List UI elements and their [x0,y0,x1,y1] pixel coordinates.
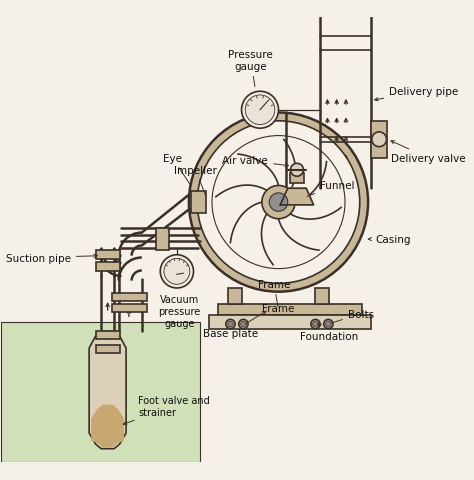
Bar [1,323,200,462]
Text: Frame: Frame [262,304,295,313]
Circle shape [189,113,368,292]
Bar [219,304,362,315]
Text: Delivery valve: Delivery valve [391,142,466,163]
Bar [209,315,371,329]
Circle shape [160,255,193,288]
Bar [315,288,329,304]
Text: Eye: Eye [163,153,191,187]
Text: Suction pipe: Suction pipe [6,253,97,263]
Bar [112,304,147,312]
Circle shape [313,322,318,327]
Circle shape [228,322,233,327]
Text: Pressure
gauge: Pressure gauge [228,50,273,87]
Bar [96,251,119,260]
Circle shape [239,320,248,329]
Circle shape [324,320,333,329]
Bar [96,263,119,272]
Circle shape [241,322,246,327]
Bar [191,192,206,214]
Text: Impeller: Impeller [174,165,217,195]
Bar [155,228,169,251]
Circle shape [311,320,320,329]
Text: Foundation: Foundation [300,324,358,341]
Polygon shape [89,332,126,449]
Circle shape [164,259,190,285]
Text: Base plate: Base plate [203,312,266,338]
Circle shape [372,132,387,147]
Circle shape [326,322,331,327]
Circle shape [245,96,275,125]
Text: Foot valve and
strainer: Foot valve and strainer [123,395,210,425]
Bar [228,288,242,304]
Text: Delivery pipe: Delivery pipe [374,87,458,102]
Polygon shape [280,189,314,205]
Polygon shape [92,406,123,447]
Text: Funnel: Funnel [307,181,355,197]
Bar [371,121,387,158]
Text: Vacuum
pressure
gauge: Vacuum pressure gauge [158,295,201,328]
Circle shape [197,121,360,284]
Bar [290,174,304,183]
Text: Frame: Frame [258,279,290,307]
Circle shape [262,186,295,219]
Bar [96,346,119,353]
Bar [96,332,119,339]
Circle shape [269,193,288,212]
Bar [112,293,147,301]
Circle shape [226,320,235,329]
Text: Casing: Casing [368,235,411,244]
Circle shape [242,92,279,129]
Circle shape [291,164,303,177]
Text: Air valve: Air valve [222,156,289,168]
Text: Bolts: Bolts [331,309,374,324]
